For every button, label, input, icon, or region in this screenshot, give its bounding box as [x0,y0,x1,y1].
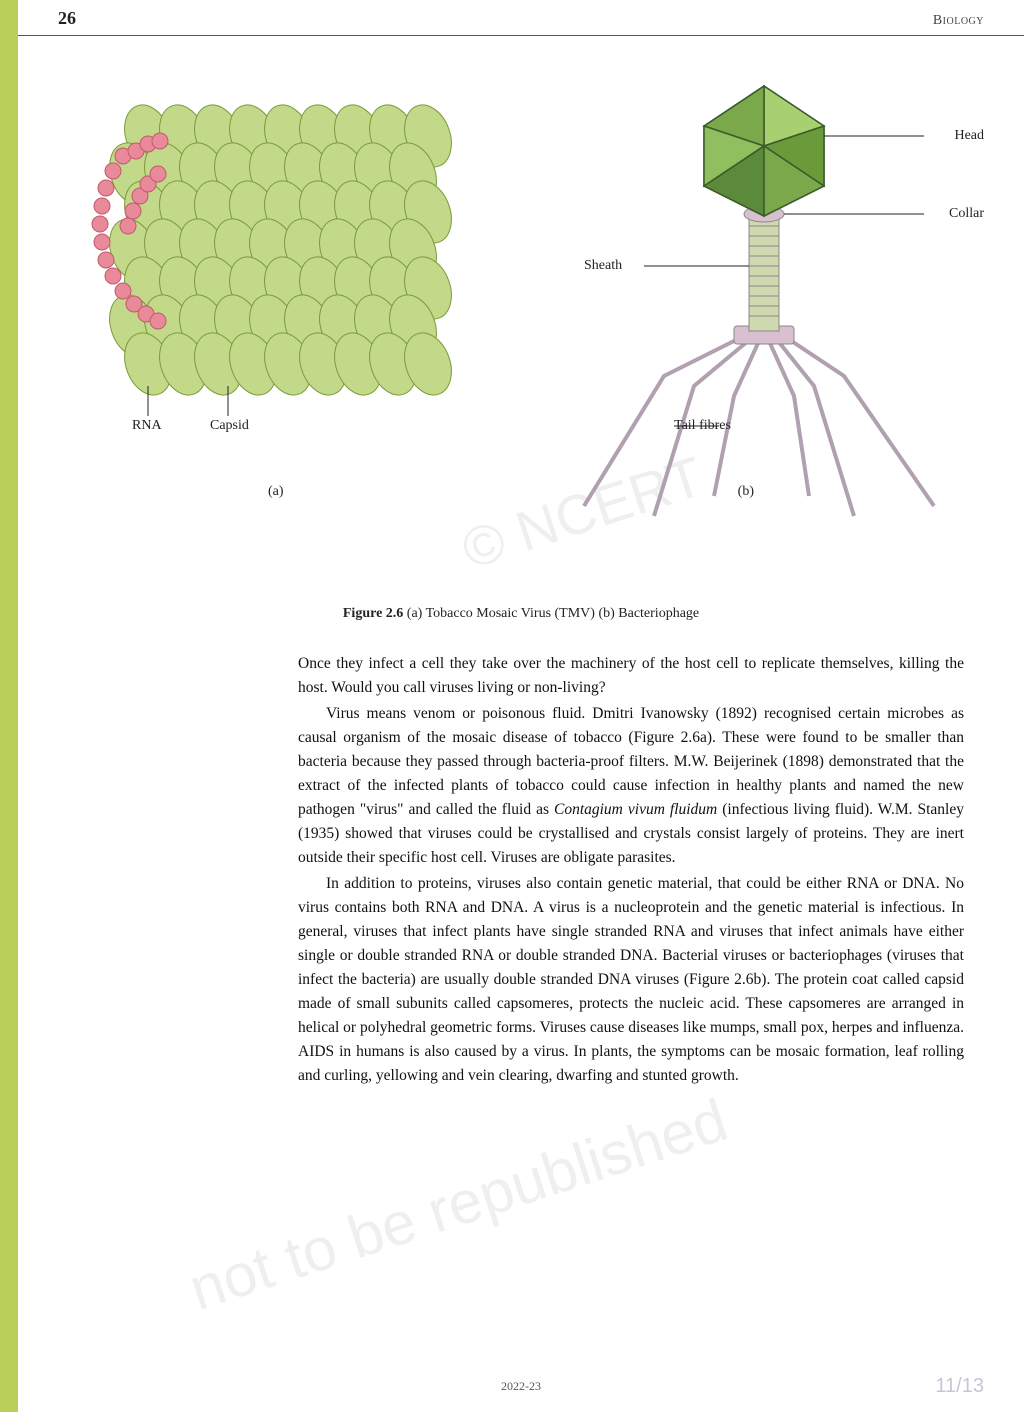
label-capsid: Capsid [210,418,249,434]
paragraph-2: Virus means venom or poisonous fluid. Dm… [298,702,964,870]
label-head: Head [954,128,984,144]
bacteriophage-diagram [544,66,984,526]
caption-bold: Figure 2.6 [343,606,403,621]
figure-a-sublabel: (a) [268,484,284,500]
head [704,86,824,216]
figure-b-sublabel: (b) [738,484,754,500]
page-number: 26 [54,8,80,29]
figure-caption: Figure 2.6 (a) Tobacco Mosaic Virus (TMV… [18,606,1024,622]
figure-a-tmv: RNA Capsid [78,96,498,461]
paragraph-1: Once they infect a cell they take over t… [298,652,964,700]
page-indicator: 11/13 [935,1375,984,1398]
tail-fibres [584,336,934,516]
figure-area: RNA Capsid [78,66,984,596]
body-text: Once they infect a cell they take over t… [298,652,964,1088]
page-content: 26 Biology © NCERT not to be republished [18,0,1024,1412]
p2-italic: Contagium vivum fluidum [554,801,717,818]
figure-b-bacteriophage: Head Collar Sheath Tail fibres [544,66,984,531]
label-tail-fibres: Tail fibres [674,418,731,434]
sheath [749,216,779,331]
page-header: 26 Biology [18,0,1024,36]
tmv-diagram [78,96,498,456]
label-sheath: Sheath [584,258,622,274]
watermark-not-republished: not to be republished [181,1085,735,1324]
paragraph-3: In addition to proteins, viruses also co… [298,872,964,1088]
label-collar: Collar [949,206,984,222]
footer-year: 2022-23 [18,1379,1024,1394]
subject-title: Biology [933,13,984,29]
caption-text: (a) Tobacco Mosaic Virus (TMV) (b) Bacte… [403,606,699,621]
left-accent-bar [0,0,18,1412]
label-rna: RNA [132,418,162,434]
